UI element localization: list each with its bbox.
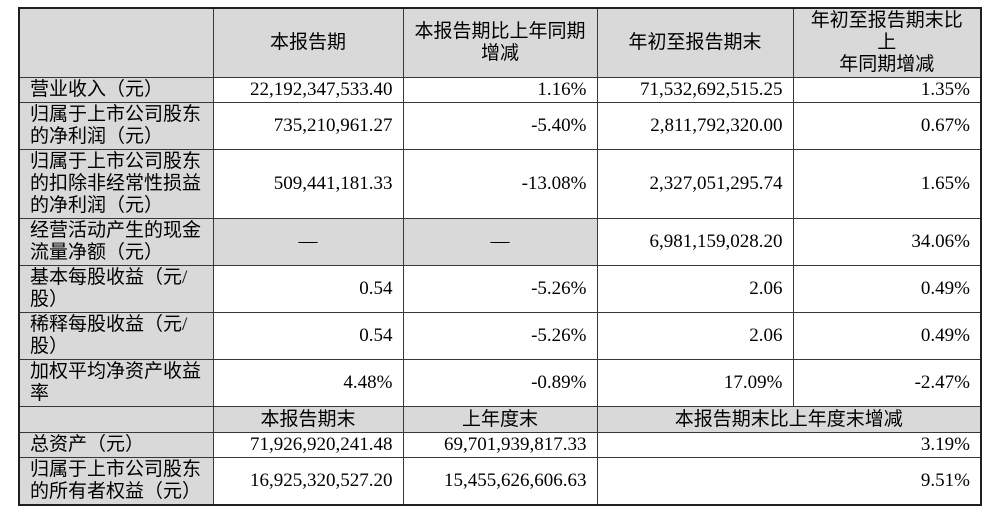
cell-roe-current: 4.48% <box>212 359 404 407</box>
header-current-period: 本报告期 <box>212 7 404 78</box>
table-row-weighted-roe: 加权平均净资产收益 率 4.48% -0.89% 17.09% -2.47% <box>18 359 982 407</box>
cell-diluted-eps-current-change: -5.26% <box>402 312 598 360</box>
header-period-end-change: 本报告期末比上年度末增减 <box>596 406 982 433</box>
cell-owners-equity-end: 16,925,320,527.20 <box>212 457 404 506</box>
header-corner-cell <box>18 7 214 78</box>
cell-revenue-current-change: 1.16% <box>402 77 598 103</box>
cell-roe-ytd: 17.09% <box>596 359 794 407</box>
cell-revenue-current: 22,192,347,533.40 <box>212 77 404 103</box>
table-header-row-period-end: 本报告期末 上年度末 本报告期末比上年度末增减 <box>18 406 982 433</box>
table-row-revenue: 营业收入（元） 22,192,347,533.40 1.16% 71,532,6… <box>18 77 982 103</box>
cell-cash-flow-current: — <box>212 218 404 266</box>
cell-net-profit-ytd: 2,811,792,320.00 <box>596 102 794 150</box>
table-row-owners-equity: 归属于上市公司股东 的所有者权益（元） 16,925,320,527.20 15… <box>18 457 982 506</box>
cell-net-profit-current-change: -5.40% <box>402 102 598 150</box>
cell-net-profit-ytd-change: 0.67% <box>792 102 982 150</box>
cell-cash-flow-ytd-change: 34.06% <box>792 218 982 266</box>
cell-total-assets-change: 3.19% <box>596 432 982 458</box>
header2-corner-cell <box>18 406 214 433</box>
row-label-revenue: 营业收入（元） <box>18 77 214 103</box>
cell-diluted-eps-current: 0.54 <box>212 312 404 360</box>
cell-diluted-eps-ytd: 2.06 <box>596 312 794 360</box>
row-label-basic-eps: 基本每股收益（元/ 股） <box>18 265 214 313</box>
cell-basic-eps-current-change: -5.26% <box>402 265 598 313</box>
row-label-operating-cash-flow: 经营活动产生的现金 流量净额（元） <box>18 218 214 266</box>
cell-basic-eps-current: 0.54 <box>212 265 404 313</box>
header-current-period-change: 本报告期比上年同期 增减 <box>402 7 598 78</box>
header-period-end: 本报告期末 <box>212 406 404 433</box>
cell-net-profit-current: 735,210,961.27 <box>212 102 404 150</box>
row-label-diluted-eps: 稀释每股收益（元/ 股） <box>18 312 214 360</box>
cell-diluted-eps-ytd-change: 0.49% <box>792 312 982 360</box>
table-row-operating-cash-flow: 经营活动产生的现金 流量净额（元） — — 6,981,159,028.20 3… <box>18 218 982 266</box>
cell-deducted-current: 509,441,181.33 <box>212 149 404 219</box>
row-label-deducted-net-profit: 归属于上市公司股东 的扣除非经常性损益 的净利润（元） <box>18 149 214 219</box>
row-label-weighted-roe: 加权平均净资产收益 率 <box>18 359 214 407</box>
cell-deducted-current-change: -13.08% <box>402 149 598 219</box>
header-ytd: 年初至报告期末 <box>596 7 794 78</box>
cell-basic-eps-ytd: 2.06 <box>596 265 794 313</box>
cell-owners-equity-change: 9.51% <box>596 457 982 506</box>
row-label-net-profit: 归属于上市公司股东 的净利润（元） <box>18 102 214 150</box>
cell-owners-equity-prev-end: 15,455,626,606.63 <box>402 457 598 506</box>
table-header-row-period: 本报告期 本报告期比上年同期 增减 年初至报告期末 年初至报告期末比上 年同期增… <box>18 7 982 78</box>
cell-total-assets-prev-end: 69,701,939,817.33 <box>402 432 598 458</box>
cell-revenue-ytd: 71,532,692,515.25 <box>596 77 794 103</box>
cell-cash-flow-current-change: — <box>402 218 598 266</box>
table-row-net-profit: 归属于上市公司股东 的净利润（元） 735,210,961.27 -5.40% … <box>18 102 982 150</box>
cell-deducted-ytd-change: 1.65% <box>792 149 982 219</box>
cell-basic-eps-ytd-change: 0.49% <box>792 265 982 313</box>
header-prev-year-end: 上年度末 <box>402 406 598 433</box>
header-ytd-change: 年初至报告期末比上 年同期增减 <box>792 7 982 78</box>
cell-deducted-ytd: 2,327,051,295.74 <box>596 149 794 219</box>
table-row-total-assets: 总资产（元） 71,926,920,241.48 69,701,939,817.… <box>18 432 982 458</box>
cell-cash-flow-ytd: 6,981,159,028.20 <box>596 218 794 266</box>
financial-summary-wrapper: 本报告期 本报告期比上年同期 增减 年初至报告期末 年初至报告期末比上 年同期增… <box>18 7 982 506</box>
row-label-total-assets: 总资产（元） <box>18 432 214 458</box>
table-row-deducted-net-profit: 归属于上市公司股东 的扣除非经常性损益 的净利润（元） 509,441,181.… <box>18 149 982 219</box>
cell-roe-ytd-change: -2.47% <box>792 359 982 407</box>
cell-revenue-ytd-change: 1.35% <box>792 77 982 103</box>
row-label-owners-equity: 归属于上市公司股东 的所有者权益（元） <box>18 457 214 506</box>
table-row-diluted-eps: 稀释每股收益（元/ 股） 0.54 -5.26% 2.06 0.49% <box>18 312 982 360</box>
cell-roe-current-change: -0.89% <box>402 359 598 407</box>
table-row-basic-eps: 基本每股收益（元/ 股） 0.54 -5.26% 2.06 0.49% <box>18 265 982 313</box>
financial-summary-table: 本报告期 本报告期比上年同期 增减 年初至报告期末 年初至报告期末比上 年同期增… <box>18 7 982 506</box>
cell-total-assets-end: 71,926,920,241.48 <box>212 432 404 458</box>
